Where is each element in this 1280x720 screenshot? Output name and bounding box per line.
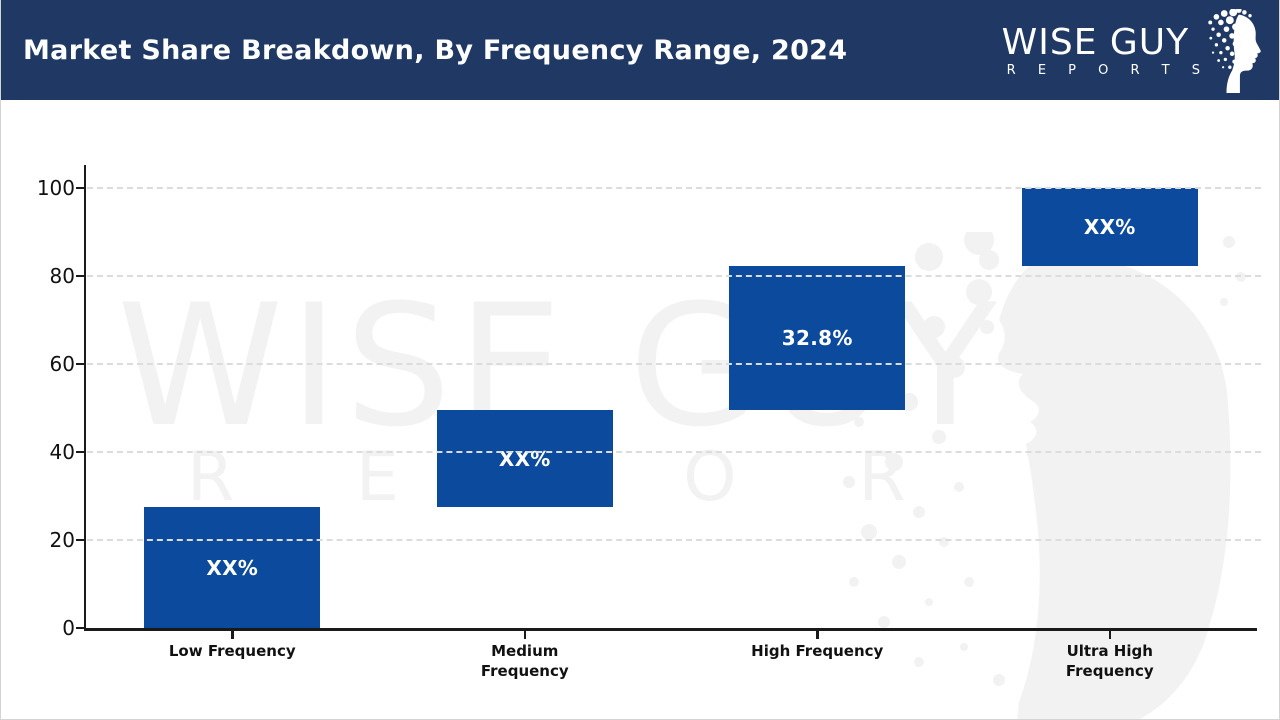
logo-wordmark: WISE GUY [1001,21,1190,63]
y-tick-label-100: 100 [36,176,75,200]
bar-medium-frequency: XX% [436,410,613,507]
logo-head-icon [1205,9,1267,93]
y-tick-label-60: 60 [49,352,75,376]
x-tick-3 [1108,630,1111,639]
y-tick-label-20: 20 [49,528,75,552]
x-tick-1 [523,630,526,639]
bar-value-label: XX% [1083,214,1136,239]
y-tick-label-0: 0 [62,616,75,640]
gridline-y-40 [87,451,1261,453]
x-tick-label-2: High Frequency [751,642,884,660]
bar-value-label: XX% [206,555,259,580]
bar-value-label: 32.8% [781,326,853,351]
x-tick-label-0: Low Frequency [168,642,296,660]
x-tick-label-3: Ultra High Frequency [1065,642,1154,681]
gridline-y-60 [87,363,1261,365]
x-tick-2 [816,630,819,639]
bar-ultra-high-frequency: XX% [1021,188,1198,266]
x-axis-spine [83,628,1257,631]
y-tick-80 [75,274,84,278]
header-bar: Market Share Breakdown, By Frequency Ran… [1,0,1279,100]
y-tick-0 [75,626,84,630]
logo-subtitle: R E P O R T S [1006,63,1209,79]
y-tick-label-40: 40 [49,440,75,464]
y-tick-40 [75,450,84,454]
bar-low-frequency: XX% [144,507,321,628]
logo-text: WISE GUY R E P O R T S [1001,21,1209,79]
bar-value-label: XX% [498,446,551,471]
wise-guy-reports-logo: WISE GUY R E P O R T S [1002,8,1267,94]
waterfall-chart: 0 20 40 60 80 100 XX% Low Frequency XX% Medium Fr… [1,100,1279,719]
x-tick-label-1: Medium Frequency [480,642,569,681]
y-axis-spine [83,165,86,631]
y-tick-label-80: 80 [49,264,75,288]
gridline-y-80 [87,275,1261,277]
y-tick-60 [75,362,84,366]
page-title: Market Share Breakdown, By Frequency Ran… [23,34,848,66]
y-tick-100 [75,186,84,190]
bar-high-frequency: 32.8% [729,265,906,411]
y-tick-20 [75,538,84,542]
gridline-y-100 [87,187,1261,189]
gridline-y-20 [87,539,1261,541]
x-tick-0 [231,630,234,639]
